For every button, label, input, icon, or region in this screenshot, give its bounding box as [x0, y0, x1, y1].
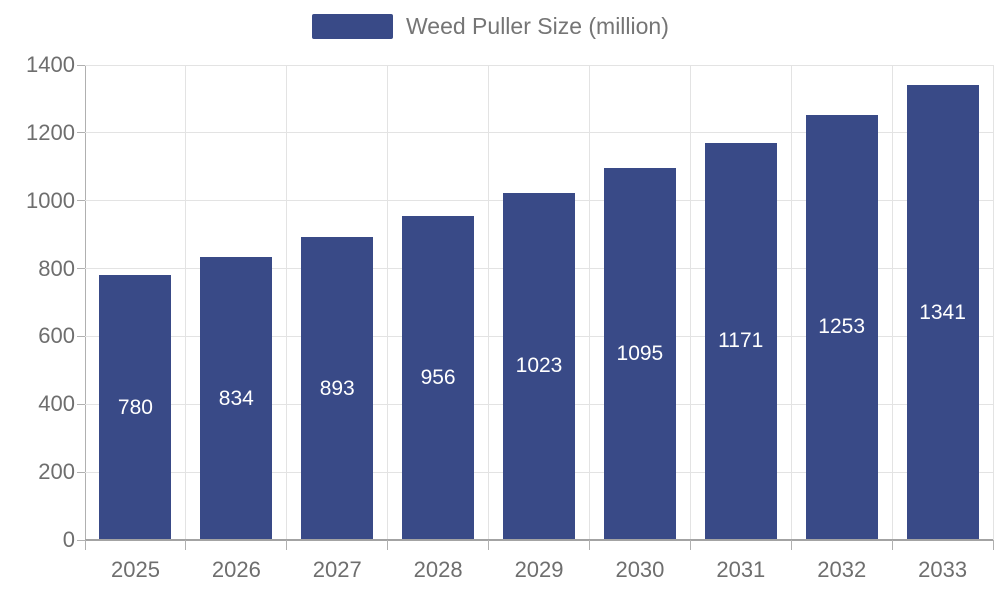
y-axis-tick: [77, 200, 85, 202]
y-axis-tick: [77, 539, 85, 541]
x-axis-label: 2030: [615, 557, 665, 582]
gridline-vertical: [689, 65, 691, 540]
y-axis-line: [85, 65, 86, 540]
gridline-vertical: [488, 65, 490, 540]
x-axis-tick: [286, 540, 288, 550]
bar-value-label: 780: [117, 395, 153, 419]
x-axis-tick: [790, 540, 792, 550]
bar-2031[interactable]: 1171: [704, 142, 777, 540]
x-axis-tick: [488, 540, 490, 550]
x-axis-label: 2025: [111, 557, 160, 582]
bar-value-label: 1341: [919, 300, 966, 324]
y-axis-tick: [77, 471, 85, 473]
bar-2030[interactable]: 1095: [603, 168, 676, 540]
bar-2026[interactable]: 834: [200, 257, 273, 540]
x-axis-label: 2028: [413, 557, 463, 582]
gridline-vertical: [891, 65, 893, 540]
x-axis-tick: [588, 540, 590, 550]
x-axis-tick: [387, 540, 389, 550]
bar-value-label: 956: [420, 365, 456, 389]
bar-value-label: 1253: [818, 315, 866, 339]
gridline-horizontal: [85, 132, 993, 134]
gridline-vertical: [286, 65, 288, 540]
x-axis-line: [85, 539, 993, 541]
bar-2025[interactable]: 780: [99, 275, 172, 540]
x-axis-tick: [185, 540, 187, 550]
y-axis-tick-label: 800: [38, 255, 75, 281]
bar-2028[interactable]: 956: [402, 215, 475, 540]
x-axis-label: 2032: [817, 557, 867, 582]
x-axis-tick: [992, 540, 994, 550]
x-axis-tick: [689, 540, 691, 550]
y-axis-tick: [77, 403, 85, 405]
x-axis-tick: [891, 540, 893, 550]
x-axis-label: 2031: [716, 557, 766, 582]
y-axis-tick-label: 600: [38, 323, 75, 349]
bar-2029[interactable]: 1023: [503, 192, 575, 540]
bar-value-label: 1171: [718, 329, 764, 353]
plot-area: 780 834 893 956 1023 1095 1171 1253 1341: [85, 64, 994, 540]
bar-2027[interactable]: 893: [301, 237, 374, 540]
gridline-vertical: [185, 65, 187, 540]
x-axis-tick: [84, 540, 86, 550]
gridline-vertical: [992, 65, 994, 540]
x-axis-label: 2033: [918, 557, 968, 582]
y-axis-tick-label: 0: [62, 527, 75, 552]
legend-label: Weed Puller Size (million): [406, 13, 669, 39]
bar-2032[interactable]: 1253: [805, 114, 878, 540]
y-axis-tick-label: 1400: [26, 52, 75, 77]
legend[interactable]: Weed Puller Size (million): [312, 14, 669, 39]
gridline-horizontal: [85, 64, 993, 66]
gridline-vertical: [588, 65, 590, 540]
x-axis-label: 2027: [312, 557, 362, 582]
y-axis-tick: [77, 132, 85, 134]
x-axis-label: 2029: [514, 557, 564, 582]
bar-value-label: 1095: [616, 342, 664, 366]
y-axis-tick: [77, 335, 85, 337]
y-axis-tick-label: 1000: [26, 187, 75, 213]
y-axis-tick: [77, 64, 85, 66]
gridline-vertical: [387, 65, 389, 540]
y-axis-tick-label: 400: [38, 391, 75, 417]
y-axis-tick-label: 1200: [26, 119, 75, 145]
legend-swatch: [312, 14, 393, 39]
gridline-vertical: [790, 65, 792, 540]
y-axis-tick-label: 200: [38, 459, 75, 485]
bar-value-label: 1023: [515, 354, 563, 378]
y-axis-tick: [77, 268, 85, 270]
bar-value-label: 893: [319, 376, 355, 400]
bar-2033[interactable]: 1341: [906, 85, 979, 540]
x-axis-label: 2026: [211, 557, 261, 582]
bar-value-label: 834: [218, 386, 254, 410]
